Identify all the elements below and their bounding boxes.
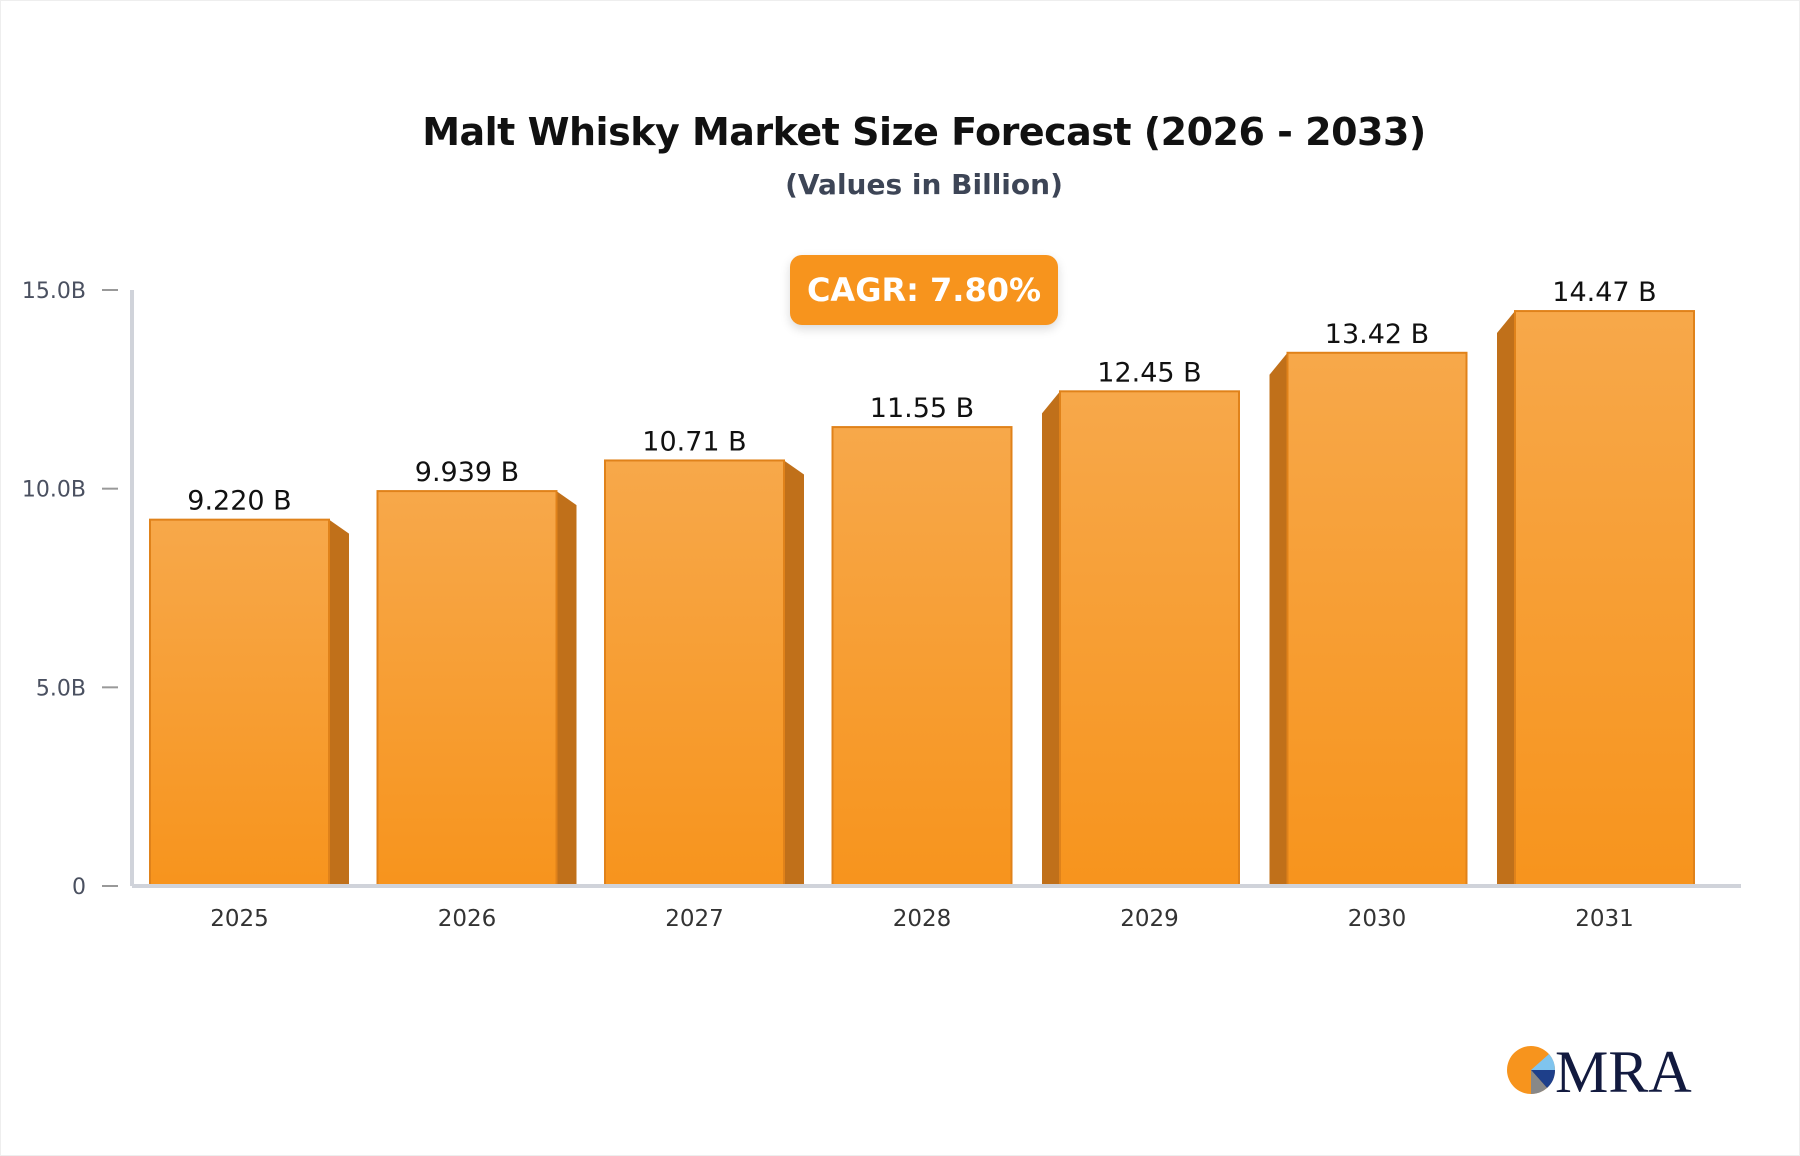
bar xyxy=(376,490,558,887)
x-tick-label: 2027 xyxy=(665,906,724,932)
bar-side xyxy=(1042,391,1060,886)
y-tick-label: 10.0B xyxy=(22,478,86,503)
bar-side xyxy=(329,519,349,886)
data-label: 10.71 B xyxy=(642,426,746,457)
x-tick-label: 2029 xyxy=(1120,906,1179,932)
x-tick-label: 2026 xyxy=(438,906,497,932)
data-label: 11.55 B xyxy=(870,393,974,424)
mra-logo: MRA xyxy=(1507,1040,1692,1100)
y-tick-label: 0 xyxy=(72,875,86,900)
data-label: 12.45 B xyxy=(1097,357,1201,388)
cagr-badge: CAGR: 7.80% xyxy=(790,255,1058,325)
x-tick-label: 2028 xyxy=(893,906,952,932)
chart-subtitle: (Values in Billion) xyxy=(785,168,1063,201)
bar xyxy=(831,426,1013,887)
data-label: 14.47 B xyxy=(1552,277,1656,308)
x-tick-label: 2030 xyxy=(1348,906,1407,932)
x-tick-label: 2031 xyxy=(1575,906,1634,932)
x-tick-label: 2025 xyxy=(210,906,269,932)
chart-title: Malt Whisky Market Size Forecast (2026 -… xyxy=(422,110,1426,154)
bar xyxy=(149,518,330,888)
y-tick-label: 5.0B xyxy=(36,676,86,701)
data-label: 9.939 B xyxy=(415,457,519,488)
bar-side xyxy=(1497,311,1515,886)
bar-side xyxy=(784,460,804,886)
data-label: 9.220 B xyxy=(187,486,291,517)
bar xyxy=(604,459,785,887)
bar xyxy=(1286,351,1468,887)
bar xyxy=(1514,310,1695,887)
y-tick-label: 15.0B xyxy=(22,279,86,304)
bar-side xyxy=(1269,352,1288,886)
bar-side xyxy=(556,491,577,886)
data-label: 13.42 B xyxy=(1325,319,1429,350)
svg-text:MRA: MRA xyxy=(1555,1040,1692,1100)
bar xyxy=(1059,390,1240,887)
